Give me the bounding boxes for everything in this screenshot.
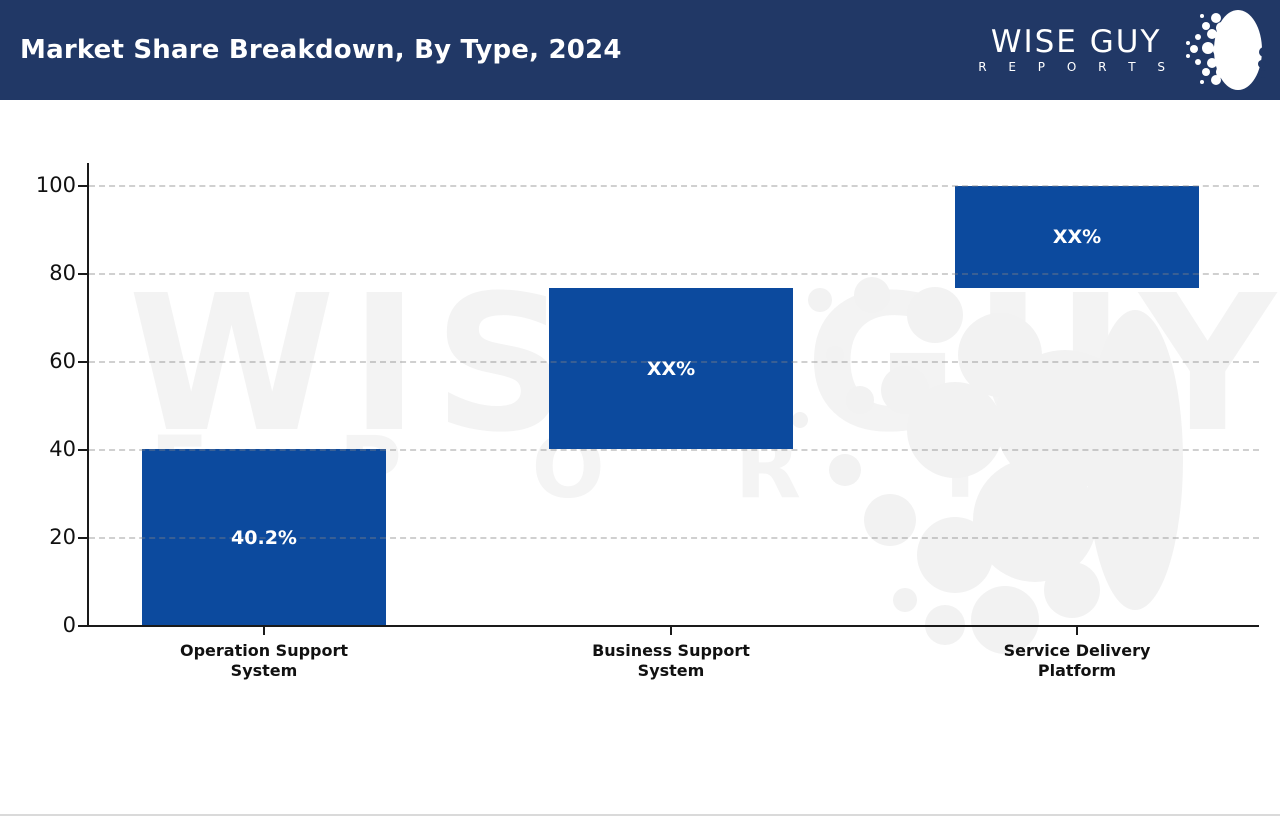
x-category-label-1: Business Support System (592, 641, 750, 681)
bar-1 (549, 288, 793, 450)
x-category-label-line: Operation Support (179, 641, 349, 660)
x-tick-mark-1 (670, 627, 672, 635)
gridline-20 (89, 537, 1259, 539)
bar-2 (955, 186, 1199, 289)
plot-area: 0 20 40 60 80 100 40.2% XX% XX% Operation Support… (0, 100, 1280, 720)
wise-guy-logo: WISE GUY R E P O R T S (978, 6, 1266, 94)
logo-subtitle: R E P O R T S (978, 59, 1174, 74)
bar-0 (142, 449, 386, 626)
y-tick-mark-100 (78, 185, 87, 187)
logo-text: WISE GUY R E P O R T S (978, 23, 1174, 74)
bar-value-label-0: 40.2% (231, 526, 297, 549)
y-tick-label-0: 0 (62, 613, 76, 637)
x-category-label-line: System (230, 661, 298, 680)
x-tick-mark-0 (263, 627, 265, 635)
y-tick-mark-80 (78, 273, 87, 275)
x-category-label-0: Operation Support System (180, 641, 348, 681)
gridline-40 (89, 449, 1259, 451)
y-tick-label-20: 20 (49, 525, 76, 549)
report-header: Market Share Breakdown, By Type, 2024 WI… (0, 0, 1280, 100)
gridline-100 (89, 185, 1259, 187)
x-axis-line (87, 625, 1259, 627)
x-category-label-line: System (637, 661, 705, 680)
bar-value-label-2: XX% (1052, 226, 1102, 249)
x-category-label-2: Service Delivery Platform (1004, 641, 1151, 681)
y-tick-mark-60 (78, 361, 87, 363)
gridline-80 (89, 273, 1259, 275)
y-tick-label-100: 100 (35, 173, 76, 197)
y-tick-mark-40 (78, 449, 87, 451)
page-title: Market Share Breakdown, By Type, 2024 (20, 35, 622, 65)
x-category-label-line: Business Support (592, 641, 750, 660)
logo-wordmark: WISE GUY (990, 23, 1162, 60)
y-tick-label-40: 40 (49, 437, 76, 461)
chart-canvas: WISE GUY E P O R T S 0 20 40 60 80 100 40.2% XX… (0, 100, 1280, 816)
logo-face-profile-notches (1258, 47, 1266, 78)
logo-head-icon (1186, 10, 1266, 90)
y-tick-mark-20 (78, 537, 87, 539)
y-tick-label-60: 60 (49, 349, 76, 373)
x-category-label-line: Service Delivery (1003, 641, 1151, 660)
y-tick-mark-0 (78, 625, 87, 627)
y-tick-label-80: 80 (49, 261, 76, 285)
bar-value-label-1: XX% (646, 357, 696, 380)
gridline-60 (89, 361, 1259, 363)
y-axis-line (87, 163, 89, 627)
x-tick-mark-2 (1076, 627, 1078, 635)
x-category-label-line: Platform (1037, 661, 1117, 680)
